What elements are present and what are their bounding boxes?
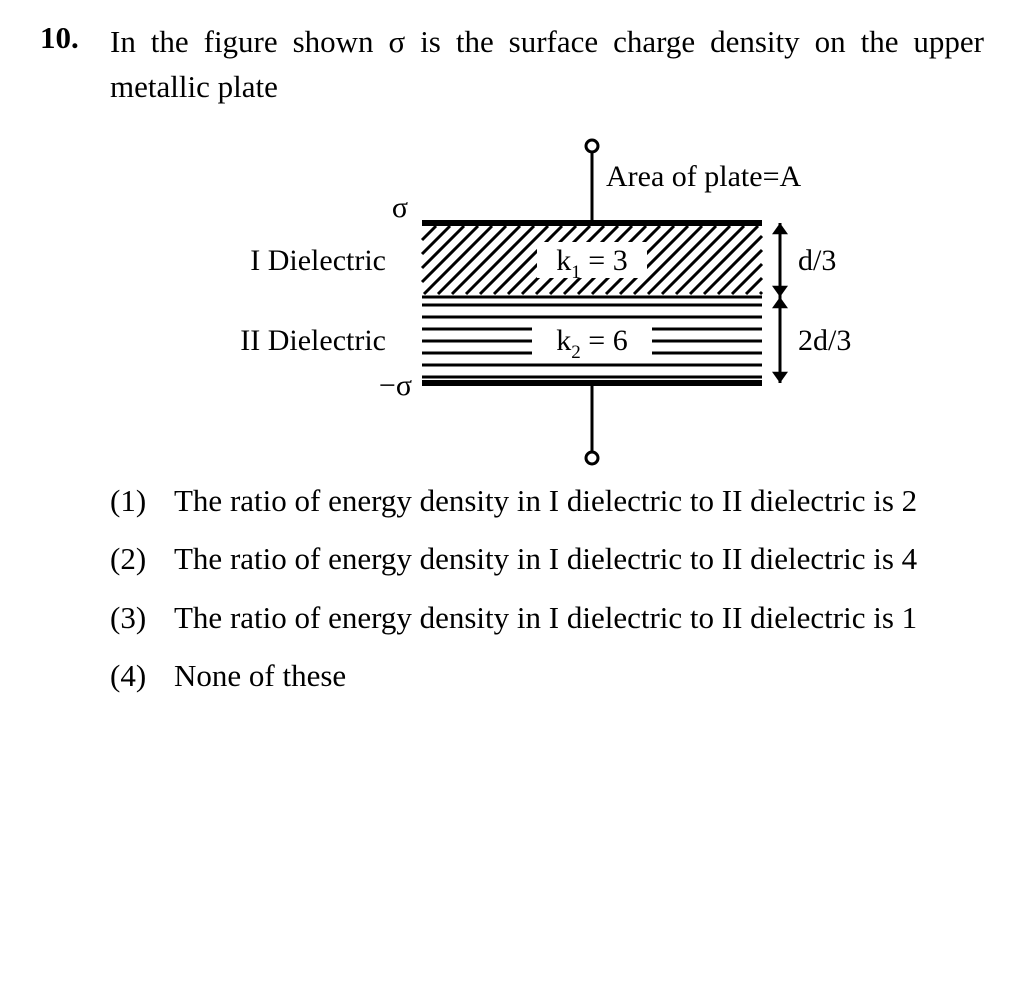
option-1-number: (1) <box>110 478 174 525</box>
option-4[interactable]: (4) None of these <box>110 653 984 700</box>
figure-container: Area of plate=A σI Dielectric II Dielectri… <box>40 128 984 468</box>
option-4-text: None of these <box>174 653 984 700</box>
option-3-number: (3) <box>110 595 174 642</box>
option-2[interactable]: (2) The ratio of energy density in I die… <box>110 536 984 583</box>
option-3-text: The ratio of energy density in I dielect… <box>174 595 984 642</box>
question-number: 10. <box>40 20 110 56</box>
question-text-prefix: In the figure shown <box>110 24 389 59</box>
page: 10. In the figure shown σ is the surface… <box>0 0 1024 997</box>
svg-text:k2 = 6: k2 = 6 <box>556 324 627 363</box>
svg-text:II Dielectric: II Dielectric <box>240 324 386 357</box>
option-2-text: The ratio of energy density in I dielect… <box>174 536 984 583</box>
options-list: (1) The ratio of energy density in I die… <box>110 478 984 700</box>
option-3[interactable]: (3) The ratio of energy density in I die… <box>110 595 984 642</box>
svg-text:d/3: d/3 <box>798 244 836 277</box>
svg-text:I Dielectric: I Dielectric <box>250 244 386 277</box>
svg-text:Area of plate=A: Area of plate=A <box>606 160 801 193</box>
svg-text:σ: σ <box>392 191 408 224</box>
question-text: In the figure shown σ is the surface cha… <box>110 20 984 110</box>
option-2-number: (2) <box>110 536 174 583</box>
svg-text:2d/3: 2d/3 <box>798 324 851 357</box>
option-1-text: The ratio of energy density in I dielect… <box>174 478 984 525</box>
option-1[interactable]: (1) The ratio of energy density in I die… <box>110 478 984 525</box>
capacitor-figure: Area of plate=A σI Dielectric II Dielectri… <box>132 128 892 468</box>
question-row: 10. In the figure shown σ is the surface… <box>40 20 984 110</box>
svg-text:−σ: −σ <box>379 369 412 402</box>
option-4-number: (4) <box>110 653 174 700</box>
sigma-symbol: σ <box>389 24 406 59</box>
